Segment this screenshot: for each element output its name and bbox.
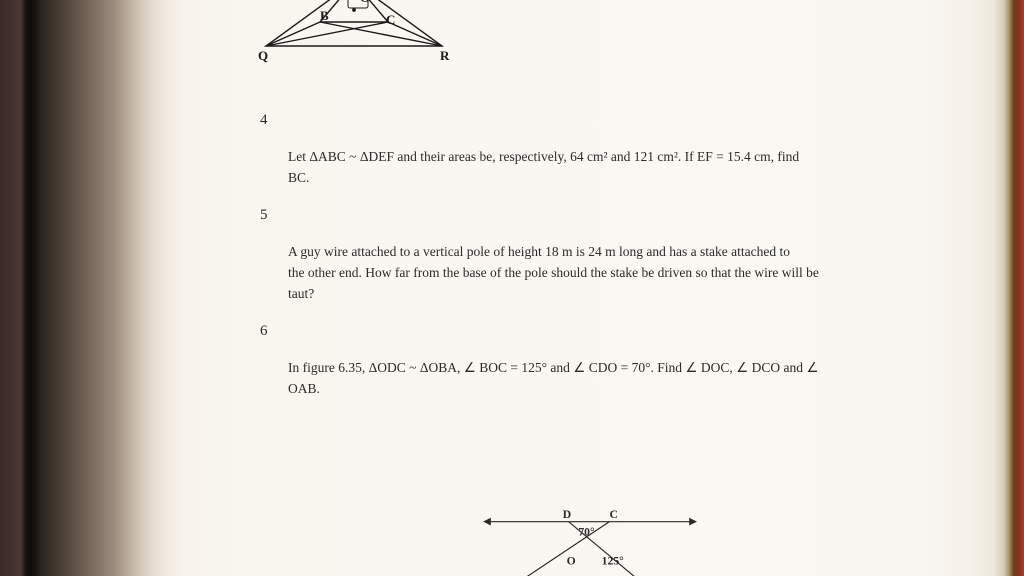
vertex-label-d: D [563,510,571,521]
q5-line1: A guy wire attached to a vertical pole o… [288,242,928,263]
vertex-label-c: C [386,12,395,27]
angle-125-label: 125° [602,554,624,567]
vertex-label-q: Q [258,48,268,63]
q4-line1: Let ΔABC ~ ΔDEF and their areas be, resp… [288,147,928,168]
question-5-text: A guy wire attached to a vertical pole o… [288,242,928,305]
document-page: Q B C R O 4 Let ΔABC ~ ΔDEF and their ar… [0,0,1024,576]
triangle-figure: Q B C R O [250,0,460,70]
vertex-label-o: O [360,0,370,5]
question-number-5: 5 [260,207,964,224]
q5-line2: the other end. How far from the base of … [288,263,928,284]
vertex-label-r: R [440,48,450,63]
vertex-label-o2: O [567,554,576,567]
question-number-4: 4 [260,112,964,129]
question-6-text: In figure 6.35, ΔODC ~ ΔOBA, ∠ BOC = 125… [288,358,928,400]
q4-line2: BC. [288,168,928,189]
q5-line3: taut? [288,284,928,305]
vertex-label-c2: C [609,510,617,521]
vertex-label-b: B [320,8,329,23]
bottom-figure: D C O 70° 125° [470,510,710,576]
angle-70-label: 70° [578,525,595,538]
question-number-6: 6 [260,323,964,340]
q6-line1: In figure 6.35, ΔODC ~ ΔOBA, ∠ BOC = 125… [288,358,928,379]
question-4-text: Let ΔABC ~ ΔDEF and their areas be, resp… [288,147,928,189]
q6-line2: OAB. [288,379,928,400]
